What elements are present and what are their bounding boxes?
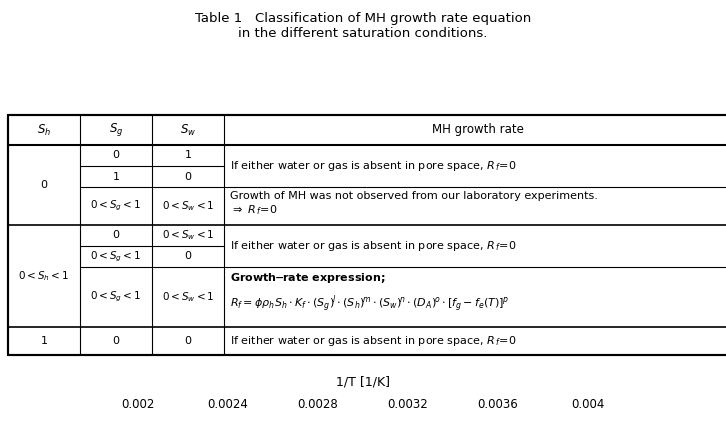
Text: 0: 0 [113,336,120,346]
Text: $0{<}S_h{<}1$: $0{<}S_h{<}1$ [18,269,70,283]
Text: 0: 0 [113,230,120,240]
Text: 0: 0 [113,150,120,160]
Text: $S_g$: $S_g$ [109,122,123,138]
Text: 1/T [1/K]: 1/T [1/K] [336,376,390,389]
Text: 0: 0 [184,336,192,346]
Text: $0{<}S_w{<}1$: $0{<}S_w{<}1$ [162,290,214,304]
Text: If either water or gas is absent in pore space, $R_{\,f}\!=\!0$: If either water or gas is absent in pore… [230,239,517,253]
Text: 0.002: 0.002 [121,397,155,411]
Text: 0: 0 [41,180,47,190]
Text: 0: 0 [184,171,192,182]
Text: in the different saturation conditions.: in the different saturation conditions. [238,27,488,40]
Text: $0{<}S_g{<}1$: $0{<}S_g{<}1$ [91,249,142,264]
Text: 0.0024: 0.0024 [208,397,248,411]
Text: 0.0036: 0.0036 [478,397,518,411]
Text: $S_h$: $S_h$ [37,122,51,137]
Text: $R_f = \phi\rho_h S_h \cdot K_f \cdot \left(S_g\right)^{\!l}\cdot \left(S_h\righ: $R_f = \phi\rho_h S_h \cdot K_f \cdot \l… [230,293,509,314]
Text: Growth of MH was not observed from our laboratory experiments.: Growth of MH was not observed from our l… [230,191,598,201]
Text: 1: 1 [113,171,120,182]
Text: 0.0028: 0.0028 [298,397,338,411]
Text: $0{<}S_w{<}1$: $0{<}S_w{<}1$ [162,199,214,213]
Text: MH growth rate: MH growth rate [432,123,524,137]
Text: 0.0032: 0.0032 [388,397,428,411]
Text: If either water or gas is absent in pore space, $R_{\,f}\!=\!0$: If either water or gas is absent in pore… [230,334,517,348]
Text: $\mathbf{Growth\!\!-\!\!rate\ expression;}$: $\mathbf{Growth\!\!-\!\!rate\ expression… [230,271,386,285]
Text: If either water or gas is absent in pore space, $R_{\,f}\!=\!0$: If either water or gas is absent in pore… [230,159,517,173]
Text: $\Rightarrow$ $R_{\,f}\!=\!0$: $\Rightarrow$ $R_{\,f}\!=\!0$ [230,204,277,217]
Text: $S_w$: $S_w$ [180,122,196,137]
Text: $0{<}S_w{<}1$: $0{<}S_w{<}1$ [162,229,214,242]
Text: 1: 1 [184,150,192,160]
Text: 0.004: 0.004 [571,397,605,411]
Text: Table 1   Classification of MH growth rate equation: Table 1 Classification of MH growth rate… [195,12,531,25]
Text: $0{<}S_g{<}1$: $0{<}S_g{<}1$ [91,290,142,304]
Text: $0{<}S_g{<}1$: $0{<}S_g{<}1$ [91,199,142,213]
Bar [8,115,726,355]
Text: 0: 0 [184,251,192,262]
Text: 1: 1 [41,336,47,346]
